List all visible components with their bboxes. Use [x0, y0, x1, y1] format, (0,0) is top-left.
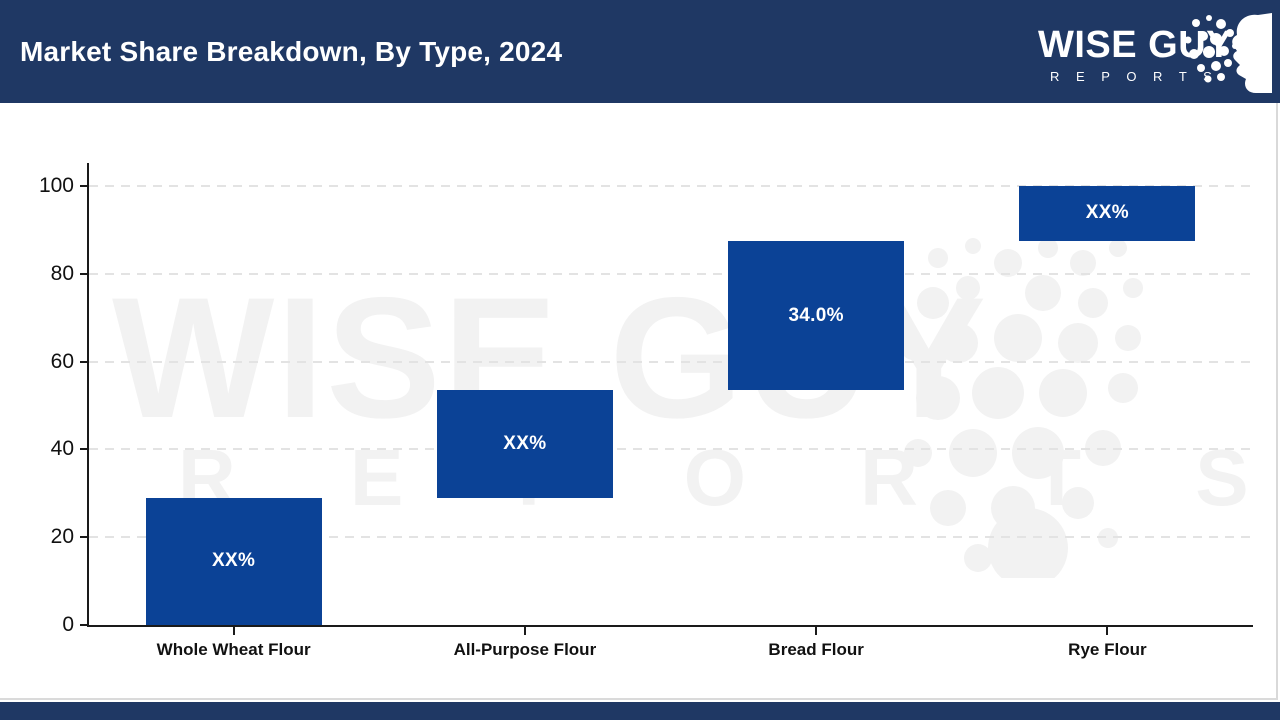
- header-bar: Market Share Breakdown, By Type, 2024 WI…: [0, 0, 1280, 103]
- footer-bar: [0, 702, 1280, 720]
- chart-title: Market Share Breakdown, By Type, 2024: [20, 35, 563, 67]
- watermark-wordmark: WISE GUY: [112, 262, 989, 454]
- wise-guy-reports-logo: WISE GUY R E P O R T S: [1038, 13, 1272, 93]
- logo-face-dots-icon: [1184, 15, 1238, 83]
- logo-wordmark: WISE GUY: [1038, 24, 1232, 66]
- logo-subtitle: R E P O R T S: [1050, 69, 1218, 84]
- logo-face-profile-icon: [1232, 13, 1272, 93]
- watermark-face-dots-icon: [901, 238, 1143, 578]
